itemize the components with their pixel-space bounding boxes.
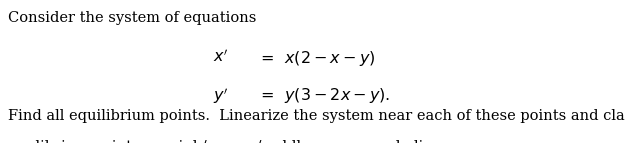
Text: $x(2-x-y)$: $x(2-x-y)$ [284,49,376,68]
Text: $y(3-2x-y).$: $y(3-2x-y).$ [284,86,391,105]
Text: $y'$: $y'$ [213,86,228,106]
Text: Consider the system of equations: Consider the system of equations [8,11,256,25]
Text: Find all equilibrium points.  Linearize the system near each of these points and: Find all equilibrium points. Linearize t… [8,109,625,123]
Text: $=$: $=$ [258,49,274,66]
Text: $x'$: $x'$ [213,49,228,66]
Text: $=$: $=$ [258,86,274,103]
Text: equlibrium point as a sink/source/saddle or nonyperbolic.: equlibrium point as a sink/source/saddle… [8,140,436,143]
